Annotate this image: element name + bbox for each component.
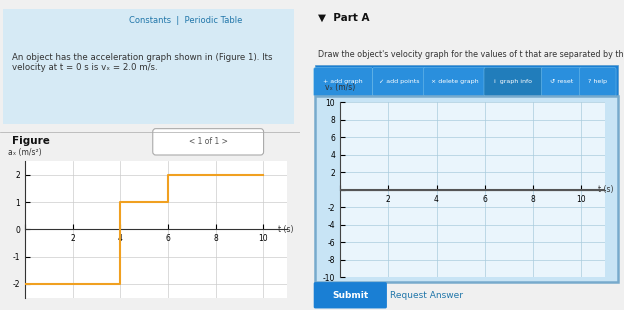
Text: Request Answer: Request Answer <box>390 290 463 300</box>
FancyBboxPatch shape <box>373 68 425 96</box>
Text: i  graph info: i graph info <box>494 79 532 84</box>
Text: ✓ add points: ✓ add points <box>379 79 419 84</box>
Text: ▼  Part A: ▼ Part A <box>318 12 370 22</box>
Text: < 1 of 1 >: < 1 of 1 > <box>188 137 228 146</box>
Text: Figure: Figure <box>12 136 50 146</box>
FancyBboxPatch shape <box>315 96 618 282</box>
Text: An object has the acceleration graph shown in (Figure 1). Its
velocity at t = 0 : An object has the acceleration graph sho… <box>12 53 273 72</box>
Text: ↺ reset: ↺ reset <box>550 79 573 84</box>
Text: Draw the object's velocity graph for the values of t that are separated by the s: Draw the object's velocity graph for the… <box>318 50 624 59</box>
Text: t (s): t (s) <box>598 185 613 194</box>
Text: ? help: ? help <box>588 79 607 84</box>
FancyBboxPatch shape <box>484 68 543 96</box>
FancyBboxPatch shape <box>3 9 293 124</box>
FancyBboxPatch shape <box>315 65 618 98</box>
FancyBboxPatch shape <box>424 68 485 96</box>
FancyBboxPatch shape <box>153 129 263 155</box>
Text: Constants  |  Periodic Table: Constants | Periodic Table <box>129 16 242 25</box>
FancyBboxPatch shape <box>314 282 387 308</box>
Text: × delete graph: × delete graph <box>431 79 479 84</box>
Text: + add graph: + add graph <box>323 79 363 84</box>
FancyBboxPatch shape <box>541 68 581 96</box>
Text: Submit: Submit <box>332 290 368 300</box>
Text: aₓ (m/s²): aₓ (m/s²) <box>8 148 42 157</box>
FancyBboxPatch shape <box>314 68 373 96</box>
FancyBboxPatch shape <box>580 68 616 96</box>
Text: t (s): t (s) <box>278 225 293 234</box>
Text: vₓ (m/s): vₓ (m/s) <box>325 83 355 92</box>
